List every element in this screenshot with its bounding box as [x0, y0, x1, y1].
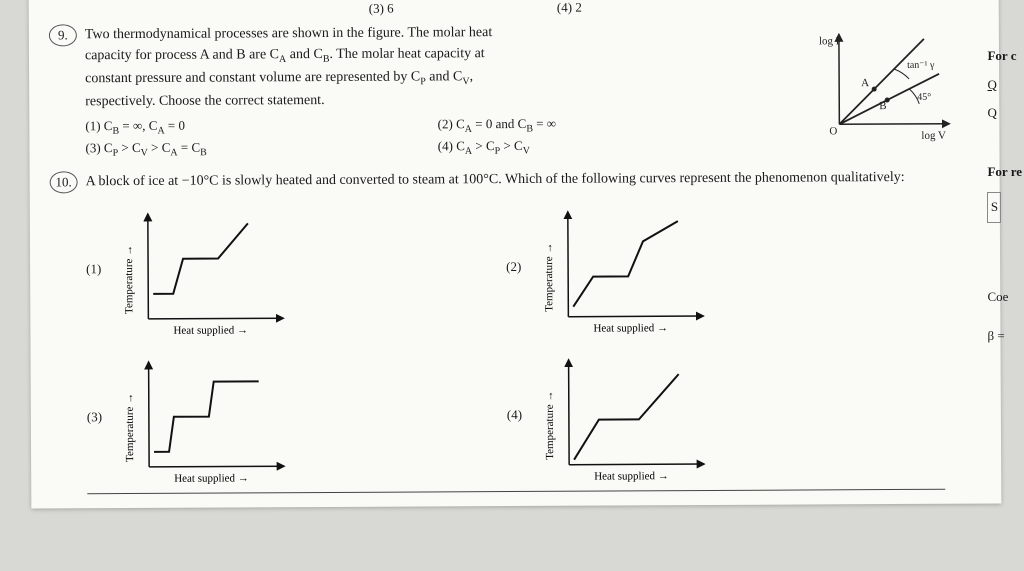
footer-rule	[87, 489, 945, 494]
g3-yaxis	[149, 362, 150, 467]
prev-opt4: (4) 2	[557, 0, 582, 15]
q9-l2b: and C	[286, 47, 323, 62]
q10-graph4-cell: (4) Temperature → Heat supplied →	[507, 343, 808, 485]
q9o1a: (1) C	[85, 118, 112, 133]
question-10: 10. A block of ice at −10°C is slowly he…	[50, 166, 980, 193]
g1-yaxis	[148, 214, 149, 319]
g1-ylabel: Temperature →	[123, 245, 135, 314]
q9-opt3: (3) CP > CV > CA = CB	[85, 139, 437, 159]
g4-xlabel: Heat supplied →	[594, 470, 669, 482]
prev-options: (3) 6 (4) 2	[369, 0, 979, 17]
q10-graph2-cell: (2) Temperature → Heat supplied →	[506, 195, 807, 337]
q9-l2a: capacity for process A and B are C	[85, 47, 279, 63]
g4-yaxis	[569, 360, 570, 465]
q9o3d: = C	[178, 140, 201, 155]
xlabel: log V	[921, 130, 946, 142]
q10-graph1: Temperature → Heat supplied →	[118, 198, 299, 339]
g3-xaxis	[149, 466, 284, 467]
q9-l3a: constant pressure and constant volume ar…	[85, 69, 420, 86]
q9-opt1: (1) CB = ∞, CA = 0	[85, 116, 437, 136]
q9-l2c: . The molar heat capacity at	[329, 46, 484, 62]
q9-l3c: ,	[470, 69, 474, 84]
q10-graph1-cell: (1) Temperature → Heat supplied →	[86, 197, 387, 339]
right-edge-fragments: For c Q Q For re S Coe β =	[987, 42, 1022, 350]
q9o3b: > C	[118, 140, 141, 155]
q9-l3b: and C	[426, 69, 463, 84]
frag-q2: Q	[987, 99, 1022, 128]
q9o3c: > C	[148, 140, 171, 155]
g2-xlabel: Heat supplied →	[593, 322, 668, 334]
q9o2b: = 0 and C	[472, 116, 526, 131]
q9o4sA: A	[465, 146, 472, 157]
label-a: A	[861, 77, 869, 89]
q9o2a: (2) C	[438, 116, 465, 131]
frag-forc: For c	[987, 42, 1022, 71]
frag-beta: β =	[987, 322, 1022, 351]
q9o4sV: V	[523, 146, 530, 157]
angle-45: 45°	[917, 92, 931, 103]
g3-ylabel: Temperature →	[124, 393, 136, 462]
q10-g1-num: (1)	[86, 261, 110, 277]
x-axis	[839, 124, 949, 125]
q10-graph2: Temperature → Heat supplied →	[538, 196, 719, 337]
q9-l4: respectively. Choose the correct stateme…	[85, 93, 324, 109]
frag-forre: For re	[987, 158, 1022, 187]
g4-ylabel: Temperature →	[544, 390, 556, 459]
q10-graph4: Temperature → Heat supplied →	[539, 344, 720, 485]
g1-curve	[153, 223, 248, 293]
q9-logpv-graph: log P log V O A B tan⁻¹ γ 45°	[819, 24, 960, 145]
q9o2c: = ∞	[533, 115, 556, 130]
q9-l1: Two thermodynamical processes are shown …	[85, 25, 492, 42]
q10-g2-num: (2)	[506, 259, 530, 275]
q9-opt2: (2) CA = 0 and CB = ∞	[438, 114, 790, 134]
ylabel: log P	[819, 35, 842, 47]
q9o4a: (4) C	[438, 138, 465, 153]
g1-xaxis	[148, 318, 283, 319]
g2-curve	[573, 221, 678, 307]
q9o3sB: B	[200, 147, 207, 158]
frag-s: S	[987, 192, 1001, 223]
q10-text: A block of ice at −10°C is slowly heated…	[86, 166, 980, 192]
q9o1b: = ∞, C	[119, 117, 157, 132]
q9o4c: > C	[500, 138, 523, 153]
label-b: B	[879, 100, 886, 112]
g2-yaxis	[568, 212, 569, 317]
g1-xlabel: Heat supplied →	[173, 324, 248, 336]
g2-xaxis	[568, 316, 703, 317]
frag-coe: Coe	[987, 283, 1022, 312]
g2-ylabel: Temperature →	[543, 242, 555, 311]
q9-opt4: (4) CA > CP > CV	[438, 137, 790, 157]
q10-g4-num: (4)	[507, 407, 531, 423]
q10-graph3: Temperature → Heat supplied →	[119, 346, 300, 487]
g4-curve	[574, 374, 679, 460]
angle-gamma: tan⁻¹ γ	[907, 60, 935, 71]
g4-xaxis	[569, 464, 704, 465]
q9-number: 9.	[49, 24, 77, 46]
g3-curve	[154, 381, 259, 452]
q10-g3-num: (3)	[87, 409, 111, 425]
q9o3a: (3) C	[85, 140, 112, 155]
q9o4b: > C	[472, 138, 495, 153]
q10-graph3-cell: (3) Temperature → Heat supplied →	[87, 345, 388, 487]
q10-graphs: (1) Temperature → Heat supplied → (2) Te…	[86, 194, 981, 487]
frag-q1: Q	[987, 71, 1022, 100]
g3-xlabel: Heat supplied →	[174, 472, 249, 484]
prev-opt3: (3) 6	[369, 1, 394, 16]
q9o1c: = 0	[165, 117, 185, 132]
origin: O	[829, 125, 837, 137]
q10-number: 10.	[50, 171, 78, 193]
point-a	[872, 87, 877, 92]
q9o2sA: A	[465, 123, 472, 134]
